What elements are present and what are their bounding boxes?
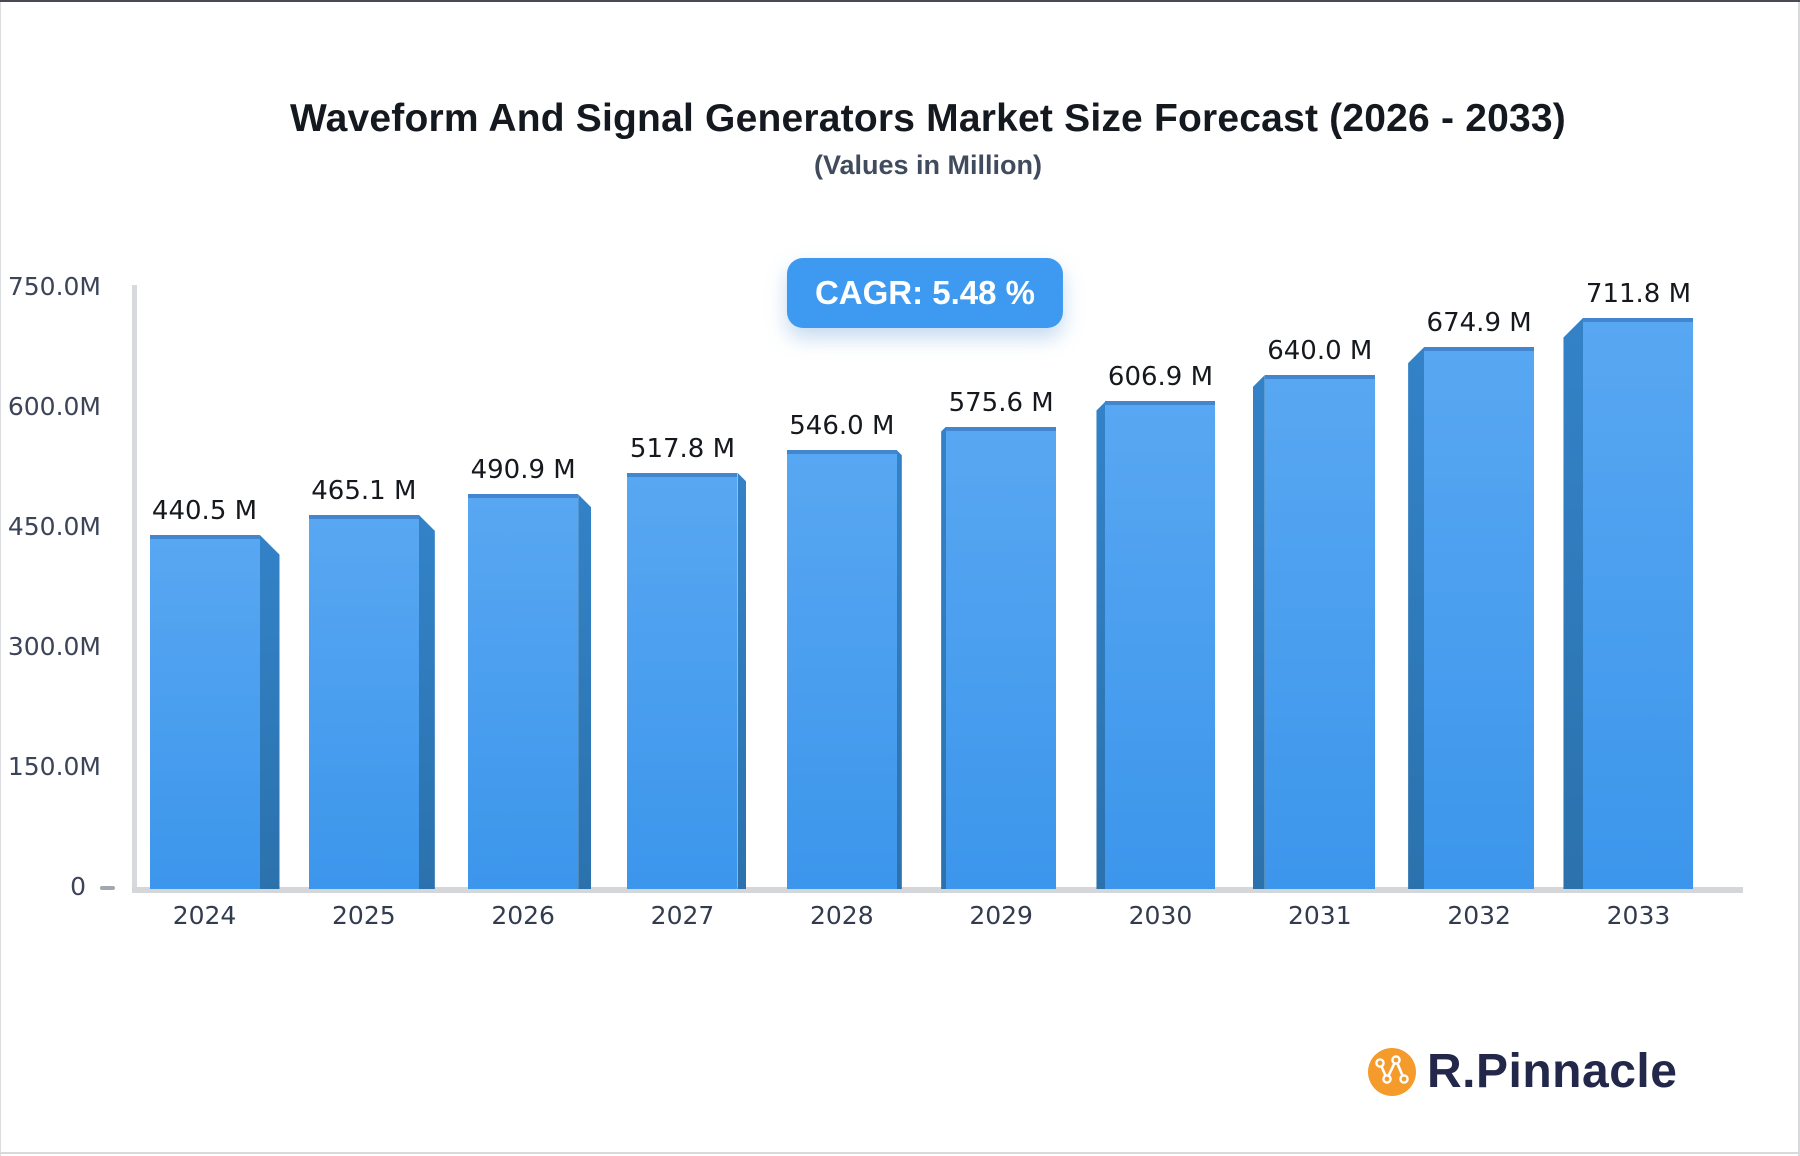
zero-tick-mark (100, 886, 115, 890)
bar-value-label: 490.9 M (470, 455, 576, 486)
y-axis-tick-label: 0 (70, 872, 86, 901)
bar-3d-side-face (1252, 375, 1265, 889)
page-left-edge (0, 2, 1, 1156)
x-axis-category-label: 2026 (491, 901, 555, 930)
x-axis-category-label: 2025 (332, 901, 396, 930)
bar-2024 (149, 534, 260, 889)
brand-name: R.Pinnacle (1427, 1045, 1678, 1098)
y-axis-tick-label: 600.0M (7, 392, 101, 421)
x-axis-category-label: 2029 (969, 901, 1033, 930)
bar-value-label: 465.1 M (311, 475, 417, 506)
x-axis-category-label: 2031 (1287, 901, 1352, 930)
y-axis-tick-label: 300.0M (7, 632, 101, 661)
cagr-badge: CAGR: 5.48 % (786, 258, 1064, 328)
logo-zigzag-chart-icon (1368, 1047, 1416, 1096)
bar-value-label: 674.9 M (1426, 308, 1532, 339)
bar-2029 (946, 426, 1057, 889)
bar-3d-side-face (941, 426, 947, 889)
page-bottom-divider (0, 1152, 1800, 1154)
bar-3d-side-face (1096, 401, 1106, 889)
bar-value-label: 546.0 M (789, 411, 895, 442)
bar-3d-side-face (896, 450, 902, 889)
bar-2028 (786, 450, 897, 889)
x-axis-category-label: 2033 (1606, 901, 1671, 930)
bar-value-label: 606.9 M (1107, 362, 1214, 393)
bar-3d-side-face (418, 514, 435, 889)
bar-value-label: 440.5 M (151, 495, 258, 526)
bar-2025 (308, 514, 419, 889)
bar-3d-side-face (578, 494, 592, 889)
bar-2033 (1583, 317, 1694, 889)
bar-2026 (468, 494, 579, 889)
bar-3d-side-face (259, 534, 280, 889)
y-axis-tick-label: 150.0M (7, 752, 101, 781)
bar-value-label: 640.0 M (1267, 336, 1373, 366)
chart-subtitle: (Values in Million) (813, 150, 1043, 180)
x-axis-category-label: 2032 (1447, 901, 1511, 930)
x-axis-category-label: 2030 (1128, 901, 1193, 930)
bar-value-label: 575.6 M (948, 387, 1054, 418)
bar-3d-side-face (1563, 317, 1584, 889)
bar-2032 (1424, 347, 1535, 889)
bar-3d-side-face (737, 472, 747, 889)
x-axis-category-label: 2028 (810, 901, 874, 930)
chart-title: Waveform And Signal Generators Market Si… (290, 97, 1566, 140)
bar-2027 (627, 472, 738, 889)
bar-value-label: 711.8 M (1585, 278, 1692, 309)
x-axis-category-label: 2027 (650, 901, 715, 930)
bar-3d-side-face (1408, 347, 1425, 889)
x-axis-baseline (132, 887, 1743, 893)
y-axis-tick-label: 750.0M (7, 272, 101, 301)
x-axis-category-label: 2024 (172, 901, 237, 930)
y-axis-line (132, 285, 137, 887)
y-axis-tick-label: 450.0M (7, 512, 101, 541)
bar-2030 (1105, 401, 1216, 889)
bar-value-label: 517.8 M (629, 433, 736, 464)
page-right-edge (1798, 2, 1800, 1156)
brand-logo: R.Pinnacle (1366, 1044, 1677, 1099)
bar-2031 (1264, 375, 1375, 889)
